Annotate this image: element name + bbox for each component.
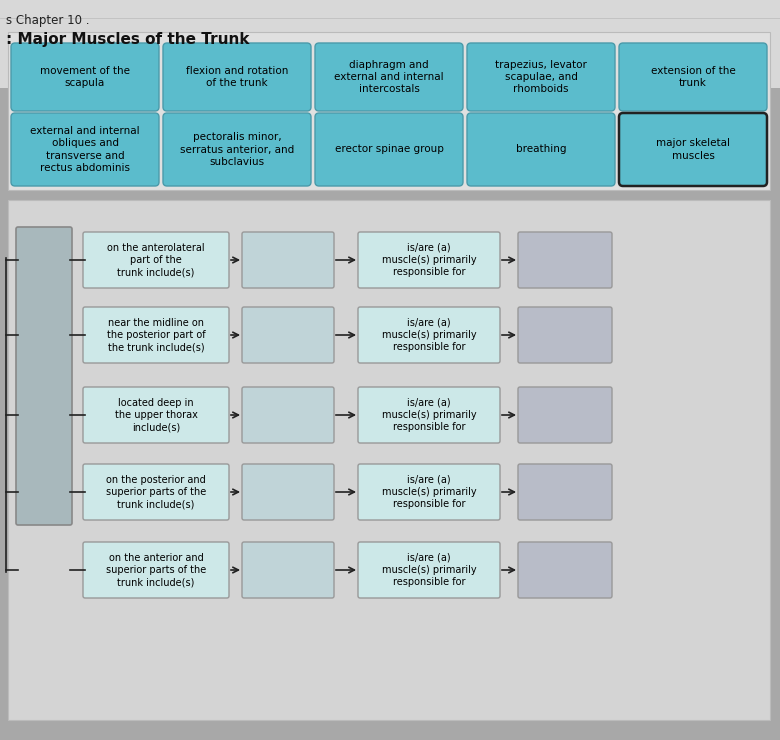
FancyBboxPatch shape [467, 43, 615, 111]
FancyBboxPatch shape [315, 113, 463, 186]
Text: is/are (a)
muscle(s) primarily
responsible for: is/are (a) muscle(s) primarily responsib… [381, 243, 477, 278]
FancyBboxPatch shape [518, 232, 612, 288]
FancyBboxPatch shape [163, 43, 311, 111]
Text: pectoralis minor,
serratus anterior, and
subclavius: pectoralis minor, serratus anterior, and… [180, 132, 294, 167]
FancyBboxPatch shape [518, 307, 612, 363]
Text: : Major Muscles of the Trunk: : Major Muscles of the Trunk [6, 32, 250, 47]
Text: on the anterior and
superior parts of the
trunk include(s): on the anterior and superior parts of th… [106, 553, 206, 588]
Text: extension of the
trunk: extension of the trunk [651, 66, 736, 88]
Text: trapezius, levator
scapulae, and
rhomboids: trapezius, levator scapulae, and rhomboi… [495, 60, 587, 95]
FancyBboxPatch shape [358, 307, 500, 363]
FancyBboxPatch shape [83, 232, 229, 288]
FancyBboxPatch shape [242, 542, 334, 598]
Text: is/are (a)
muscle(s) primarily
responsible for: is/are (a) muscle(s) primarily responsib… [381, 474, 477, 509]
FancyBboxPatch shape [83, 307, 229, 363]
FancyBboxPatch shape [619, 43, 767, 111]
Text: movement of the
scapula: movement of the scapula [40, 66, 130, 88]
FancyBboxPatch shape [242, 464, 334, 520]
Text: major skeletal
muscles: major skeletal muscles [656, 138, 730, 161]
FancyBboxPatch shape [518, 542, 612, 598]
FancyBboxPatch shape [83, 387, 229, 443]
Text: flexion and rotation
of the trunk: flexion and rotation of the trunk [186, 66, 288, 88]
Text: near the midline on
the posterior part of
the trunk include(s): near the midline on the posterior part o… [107, 317, 205, 352]
Bar [8, 32, 770, 190]
FancyBboxPatch shape [358, 387, 500, 443]
Text: on the anterolateral
part of the
trunk include(s): on the anterolateral part of the trunk i… [107, 243, 205, 278]
Bar [8, 200, 770, 720]
FancyBboxPatch shape [11, 43, 159, 111]
FancyBboxPatch shape [358, 232, 500, 288]
FancyBboxPatch shape [242, 387, 334, 443]
Bar [0, 0, 780, 88]
FancyBboxPatch shape [83, 464, 229, 520]
Text: erector spinae group: erector spinae group [335, 144, 444, 155]
FancyBboxPatch shape [11, 113, 159, 186]
Text: is/are (a)
muscle(s) primarily
responsible for: is/are (a) muscle(s) primarily responsib… [381, 317, 477, 352]
FancyBboxPatch shape [16, 227, 72, 525]
Text: s Chapter 10 .: s Chapter 10 . [6, 14, 90, 27]
FancyBboxPatch shape [163, 113, 311, 186]
Text: diaphragm and
external and internal
intercostals: diaphragm and external and internal inte… [334, 60, 444, 95]
FancyBboxPatch shape [358, 464, 500, 520]
FancyBboxPatch shape [242, 307, 334, 363]
Text: located deep in
the upper thorax
include(s): located deep in the upper thorax include… [115, 397, 197, 432]
Text: on the posterior and
superior parts of the
trunk include(s): on the posterior and superior parts of t… [106, 474, 206, 509]
Text: is/are (a)
muscle(s) primarily
responsible for: is/are (a) muscle(s) primarily responsib… [381, 397, 477, 432]
Text: external and internal
obliques and
transverse and
rectus abdominis: external and internal obliques and trans… [30, 126, 140, 173]
FancyBboxPatch shape [619, 113, 767, 186]
Text: is/are (a)
muscle(s) primarily
responsible for: is/are (a) muscle(s) primarily responsib… [381, 553, 477, 588]
FancyBboxPatch shape [467, 113, 615, 186]
FancyBboxPatch shape [315, 43, 463, 111]
FancyBboxPatch shape [518, 464, 612, 520]
FancyBboxPatch shape [242, 232, 334, 288]
Text: breathing: breathing [516, 144, 566, 155]
FancyBboxPatch shape [83, 542, 229, 598]
FancyBboxPatch shape [358, 542, 500, 598]
FancyBboxPatch shape [518, 387, 612, 443]
